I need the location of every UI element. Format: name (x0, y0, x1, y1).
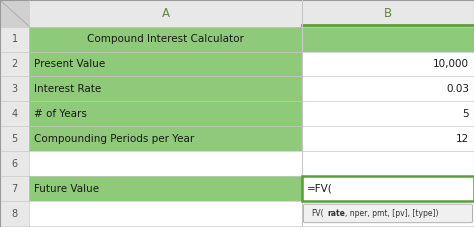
Text: Compound Interest Calculator: Compound Interest Calculator (87, 34, 244, 44)
Bar (0, 126, 29, 151)
Bar (29, 201, 302, 226)
Bar (302, 101, 474, 126)
Text: B: B (384, 7, 392, 20)
Text: 7: 7 (11, 184, 18, 194)
Text: Interest Rate: Interest Rate (35, 84, 101, 94)
Text: Future Value: Future Value (35, 184, 100, 194)
Bar (29, 27, 302, 52)
Bar (29, 52, 302, 76)
Text: FV(: FV( (311, 209, 324, 218)
Text: 5: 5 (462, 109, 469, 119)
FancyBboxPatch shape (303, 204, 473, 223)
Text: rate: rate (327, 209, 345, 218)
Bar (302, 27, 474, 52)
Bar (0, 76, 29, 101)
Bar (302, 201, 474, 226)
Bar (0, 201, 29, 226)
Bar (302, 176, 474, 201)
Text: Present Value: Present Value (35, 59, 106, 69)
Bar (29, 0, 302, 27)
Bar (0, 151, 29, 176)
Text: 12: 12 (456, 134, 469, 144)
Bar (302, 151, 474, 176)
Bar (302, 0, 474, 27)
Bar (302, 76, 474, 101)
Bar (0, 52, 29, 76)
Text: 0.03: 0.03 (446, 84, 469, 94)
Bar (29, 76, 302, 101)
Bar (302, 52, 474, 76)
Bar (29, 151, 302, 176)
Text: # of Years: # of Years (35, 109, 87, 119)
Bar (29, 101, 302, 126)
Bar (29, 126, 302, 151)
Text: 5: 5 (11, 134, 18, 144)
Text: 8: 8 (12, 209, 18, 219)
Bar (0, 0, 29, 27)
Bar (302, 126, 474, 151)
Text: 3: 3 (12, 84, 18, 94)
Text: =FV(: =FV( (307, 184, 333, 194)
Text: A: A (162, 7, 170, 20)
Text: 1: 1 (12, 34, 18, 44)
Text: 10,000: 10,000 (433, 59, 469, 69)
Bar (29, 176, 302, 201)
Bar (302, 176, 474, 201)
Bar (0, 27, 29, 52)
Text: 2: 2 (11, 59, 18, 69)
Text: 4: 4 (12, 109, 18, 119)
Bar (0, 176, 29, 201)
Bar (0, 101, 29, 126)
Text: Compounding Periods per Year: Compounding Periods per Year (35, 134, 195, 144)
Text: 6: 6 (12, 159, 18, 169)
Text: , nper, pmt, [pv], [type]): , nper, pmt, [pv], [type]) (345, 209, 438, 218)
